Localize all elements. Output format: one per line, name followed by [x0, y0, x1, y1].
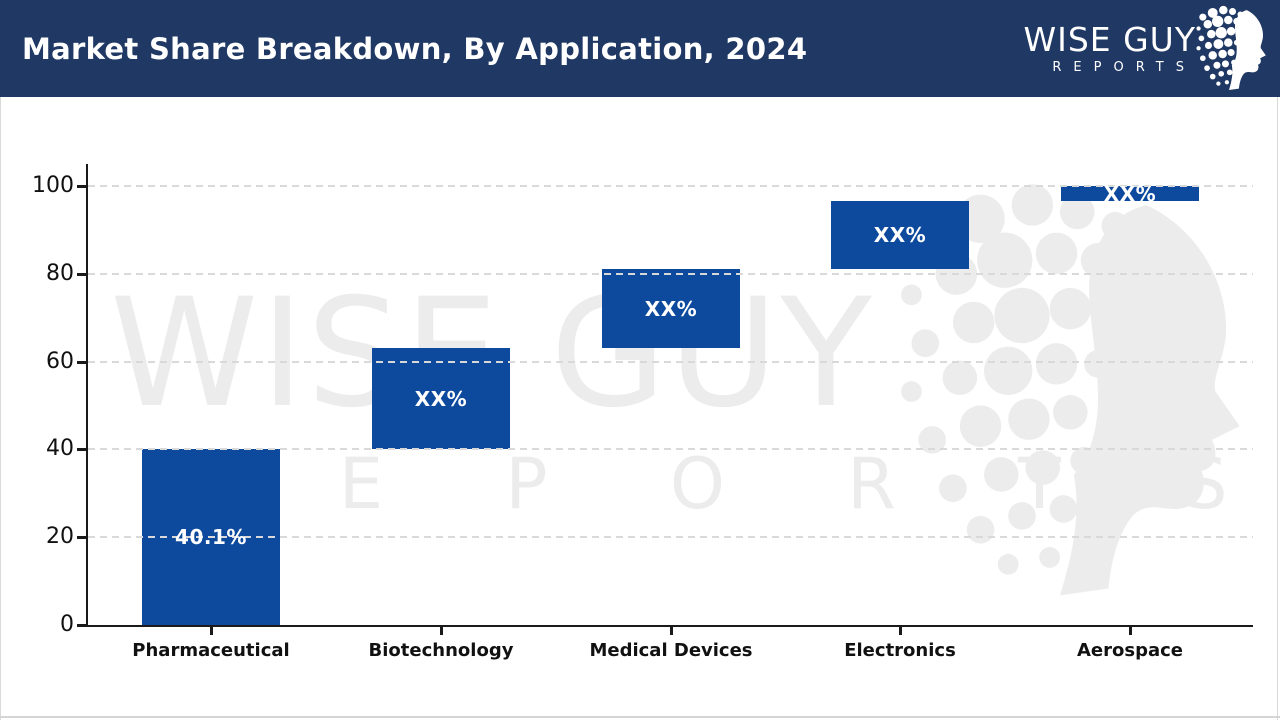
- bar-value-label-pharmaceutical: 40.1%: [175, 524, 247, 549]
- bar-value-label-electronics: XX%: [873, 223, 927, 248]
- right-border: [1277, 97, 1278, 720]
- ytick-mark-20: [77, 536, 86, 540]
- ytick-mark-60: [77, 360, 86, 364]
- xtick-mark-aerospace: [1129, 627, 1132, 635]
- xtick-label-biotechnology: Biotechnology: [368, 640, 514, 661]
- ytick-label-60: 60: [46, 348, 74, 374]
- ytick-mark-40: [77, 448, 86, 452]
- xtick-label-pharmaceutical: Pharmaceutical: [132, 640, 290, 661]
- x-axis-spine: [86, 625, 1253, 627]
- header-bar: Market Share Breakdown, By Application, …: [0, 0, 1280, 97]
- bar-biotechnology: [372, 348, 510, 449]
- logo-head-icon: [1196, 5, 1266, 91]
- y-axis-spine: [86, 164, 88, 627]
- xtick-mark-pharmaceutical: [210, 627, 213, 635]
- xtick-mark-medical-devices: [670, 627, 673, 635]
- bottom-border: [0, 716, 1280, 718]
- ytick-label-40: 40: [46, 436, 74, 462]
- ytick-mark-100: [77, 185, 86, 188]
- ytick-label-20: 20: [46, 524, 74, 550]
- xtick-label-electronics: Electronics: [844, 640, 956, 661]
- bar-electronics: [831, 201, 969, 270]
- bar-aerospace: [1061, 186, 1199, 202]
- bar-value-label-biotechnology: XX%: [414, 386, 468, 411]
- brand-name: WISE GUY: [1023, 19, 1196, 59]
- bar-value-label-aerospace: XX%: [1103, 181, 1157, 206]
- gridline-y-60: [88, 360, 1253, 363]
- xtick-mark-electronics: [899, 627, 902, 635]
- bar-medical-devices: [602, 269, 740, 349]
- left-border: [0, 97, 1, 720]
- ytick-label-100: 100: [32, 173, 74, 198]
- xtick-label-medical-devices: Medical Devices: [589, 640, 753, 661]
- xtick-label-aerospace: Aerospace: [1076, 640, 1183, 661]
- ytick-label-0: 0: [60, 612, 74, 637]
- brand-subname: REPORTS: [1052, 60, 1196, 76]
- bar-value-label-medical-devices: XX%: [644, 296, 698, 321]
- xtick-mark-biotechnology: [440, 627, 443, 635]
- gridline-y-80: [88, 272, 1253, 275]
- brand-logo: WISE GUY REPORTS: [1023, 2, 1268, 96]
- gridline-y-40: [88, 448, 1253, 451]
- ytick-label-80: 80: [46, 260, 74, 286]
- chart-title: Market Share Breakdown, By Application, …: [22, 31, 808, 66]
- gridline-y-100: [88, 185, 1253, 187]
- ytick-mark-0: [77, 624, 86, 627]
- brand-logo-text: WISE GUY REPORTS: [1023, 19, 1196, 76]
- ytick-mark-80: [77, 272, 86, 276]
- gridline-y-20: [88, 536, 1253, 539]
